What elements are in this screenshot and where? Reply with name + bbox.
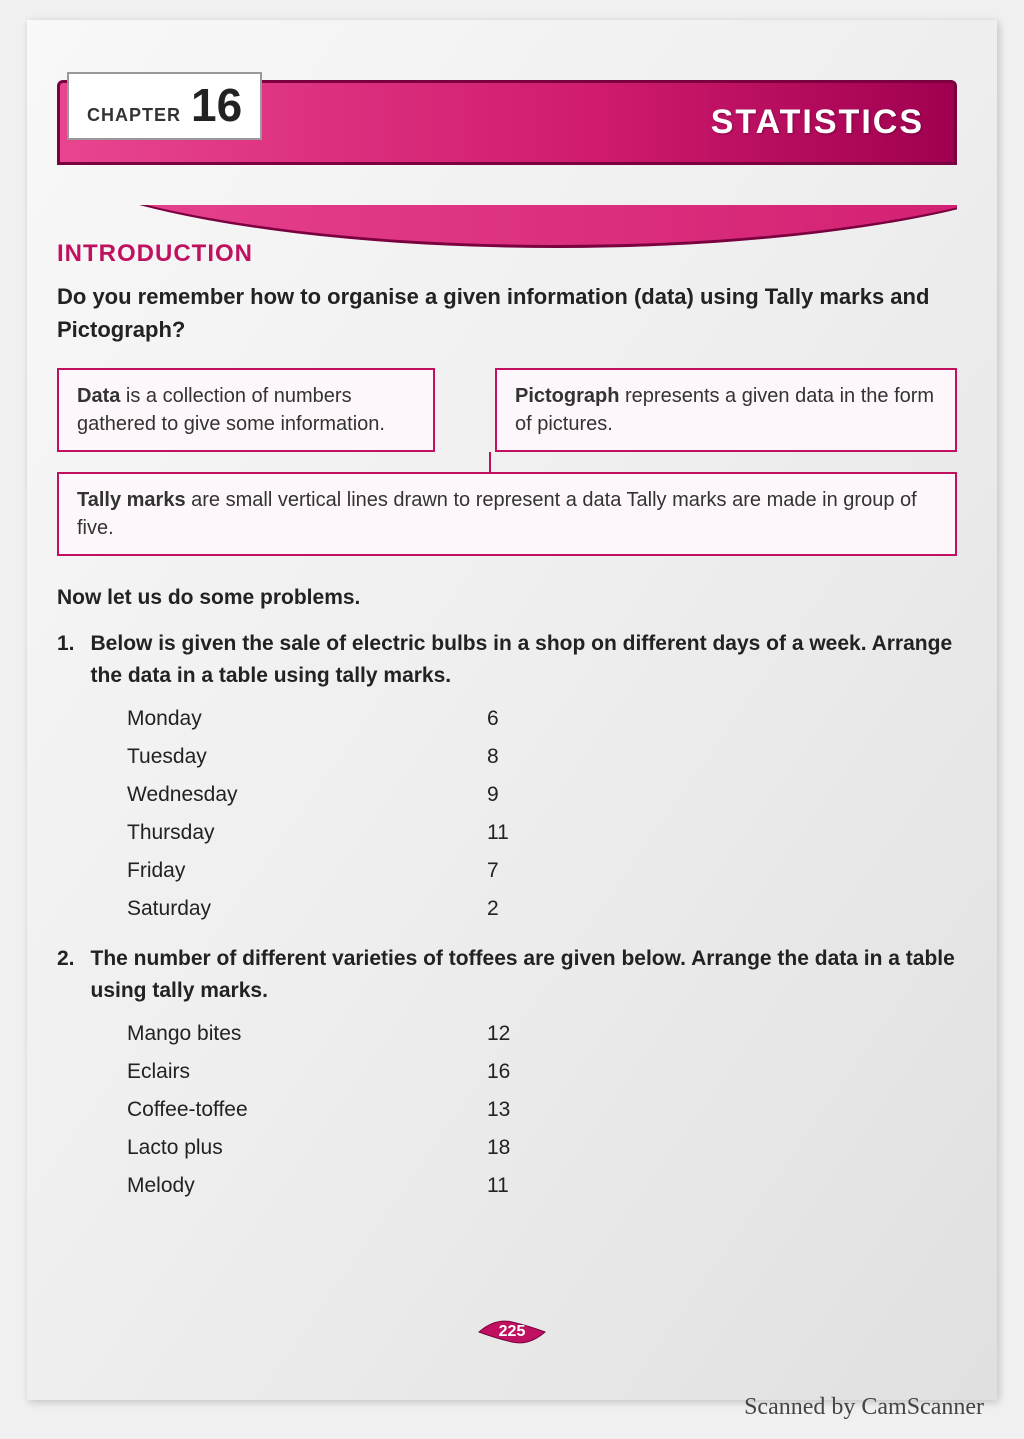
row-label: Monday [127, 707, 487, 731]
row-value: 9 [487, 783, 547, 807]
problem-1-number: 1. [57, 628, 75, 691]
problem-1-statement: 1. Below is given the sale of electric b… [57, 628, 957, 691]
row-value: 12 [487, 1022, 547, 1046]
chapter-header: STATISTICS CHAPTER 16 [57, 80, 957, 210]
problem-1-text: Below is given the sale of electric bulb… [91, 628, 957, 691]
row-label: Coffee-toffee [127, 1098, 487, 1122]
row-value: 2 [487, 897, 547, 921]
problem-2-text: The number of different varieties of tof… [91, 943, 957, 1006]
header-swoosh-decoration [57, 205, 957, 255]
page-number: 225 [499, 1323, 526, 1341]
table-row: Tuesday8 [127, 745, 957, 769]
definition-pictograph-term: Pictograph [515, 385, 619, 407]
row-value: 7 [487, 859, 547, 883]
row-label: Friday [127, 859, 487, 883]
page-container: STATISTICS CHAPTER 16 INTRODUCTION Do yo… [27, 20, 997, 1400]
problem-1: 1. Below is given the sale of electric b… [57, 628, 957, 921]
table-row: Thursday11 [127, 821, 957, 845]
connector-line [489, 452, 491, 472]
row-label: Thursday [127, 821, 487, 845]
problem-2-statement: 2. The number of different varieties of … [57, 943, 957, 1006]
definition-data-text: is a collection of numbers gathered to g… [77, 385, 385, 435]
definition-tally-box: Tally marks are small vertical lines dra… [57, 472, 957, 556]
row-label: Mango bites [127, 1022, 487, 1046]
row-value: 16 [487, 1060, 547, 1084]
problems-intro: Now let us do some problems. [57, 586, 957, 610]
problem-1-data-table: Monday6 Tuesday8 Wednesday9 Thursday11 F… [127, 707, 957, 921]
chapter-label: CHAPTER [87, 105, 181, 126]
table-row: Saturday2 [127, 897, 957, 921]
row-label: Tuesday [127, 745, 487, 769]
row-label: Melody [127, 1174, 487, 1198]
page-number-badge: 225 [477, 1314, 547, 1350]
row-label: Lacto plus [127, 1136, 487, 1160]
definition-data-box: Data is a collection of numbers gathered… [57, 368, 435, 452]
row-label: Saturday [127, 897, 487, 921]
chapter-number: 16 [191, 82, 242, 128]
definition-pictograph-box: Pictograph represents a given data in th… [495, 368, 957, 452]
definition-row-top: Data is a collection of numbers gathered… [57, 368, 957, 452]
definition-tally-text: are small vertical lines drawn to repres… [77, 489, 917, 539]
definition-tally-term: Tally marks [77, 489, 186, 511]
row-value: 13 [487, 1098, 547, 1122]
row-label: Eclairs [127, 1060, 487, 1084]
problem-2-data-table: Mango bites12 Eclairs16 Coffee-toffee13 … [127, 1022, 957, 1198]
table-row: Friday7 [127, 859, 957, 883]
table-row: Monday6 [127, 707, 957, 731]
table-row: Eclairs16 [127, 1060, 957, 1084]
table-row: Lacto plus18 [127, 1136, 957, 1160]
table-row: Mango bites12 [127, 1022, 957, 1046]
table-row: Coffee-toffee13 [127, 1098, 957, 1122]
scanner-watermark: Scanned by CamScanner [744, 1394, 984, 1421]
chapter-title: STATISTICS [711, 103, 924, 142]
row-value: 18 [487, 1136, 547, 1160]
row-value: 11 [487, 821, 547, 845]
row-value: 6 [487, 707, 547, 731]
row-value: 8 [487, 745, 547, 769]
introduction-text: Do you remember how to organise a given … [57, 280, 957, 346]
problem-2: 2. The number of different varieties of … [57, 943, 957, 1198]
problem-2-number: 2. [57, 943, 75, 1006]
table-row: Wednesday9 [127, 783, 957, 807]
table-row: Melody11 [127, 1174, 957, 1198]
definition-row-bottom: Tally marks are small vertical lines dra… [57, 472, 957, 556]
row-label: Wednesday [127, 783, 487, 807]
chapter-number-box: CHAPTER 16 [67, 72, 262, 140]
definition-data-term: Data [77, 385, 120, 407]
row-value: 11 [487, 1174, 547, 1198]
